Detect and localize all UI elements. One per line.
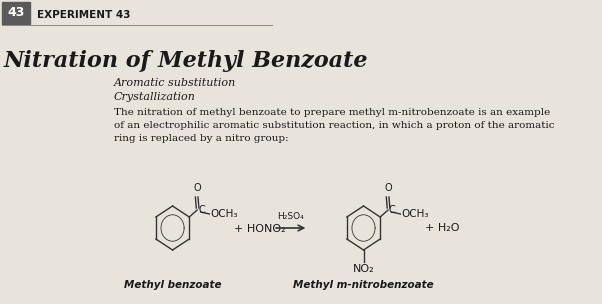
- Text: OCH₃: OCH₃: [210, 209, 238, 219]
- Text: Methyl benzoate: Methyl benzoate: [124, 280, 222, 290]
- Text: + H₂O: + H₂O: [425, 223, 459, 233]
- Text: NO₂: NO₂: [353, 264, 374, 274]
- Text: Methyl m-nitrobenzoate: Methyl m-nitrobenzoate: [293, 280, 434, 290]
- Text: C: C: [389, 205, 396, 215]
- Bar: [2, 2, 29, 24]
- Text: EXPERIMENT 43: EXPERIMENT 43: [37, 10, 130, 20]
- Text: Crystallization: Crystallization: [114, 92, 196, 102]
- Text: 43: 43: [7, 6, 25, 19]
- Text: The nitration of methyl benzoate to prepare methyl m-nitrobenzoate is an example: The nitration of methyl benzoate to prep…: [114, 108, 550, 117]
- Text: Nitration of Methyl Benzoate: Nitration of Methyl Benzoate: [4, 50, 368, 72]
- Text: H₂SO₄: H₂SO₄: [278, 212, 304, 221]
- Text: ring is replaced by a nitro group:: ring is replaced by a nitro group:: [114, 134, 288, 143]
- Text: OCH₃: OCH₃: [401, 209, 429, 219]
- Text: + HONO₂: + HONO₂: [234, 224, 285, 234]
- Text: C: C: [198, 205, 205, 215]
- Text: of an electrophilic aromatic substitution reaction, in which a proton of the aro: of an electrophilic aromatic substitutio…: [114, 121, 554, 130]
- Text: Aromatic substitution: Aromatic substitution: [114, 78, 236, 88]
- Text: O: O: [194, 183, 202, 193]
- Text: O: O: [385, 183, 393, 193]
